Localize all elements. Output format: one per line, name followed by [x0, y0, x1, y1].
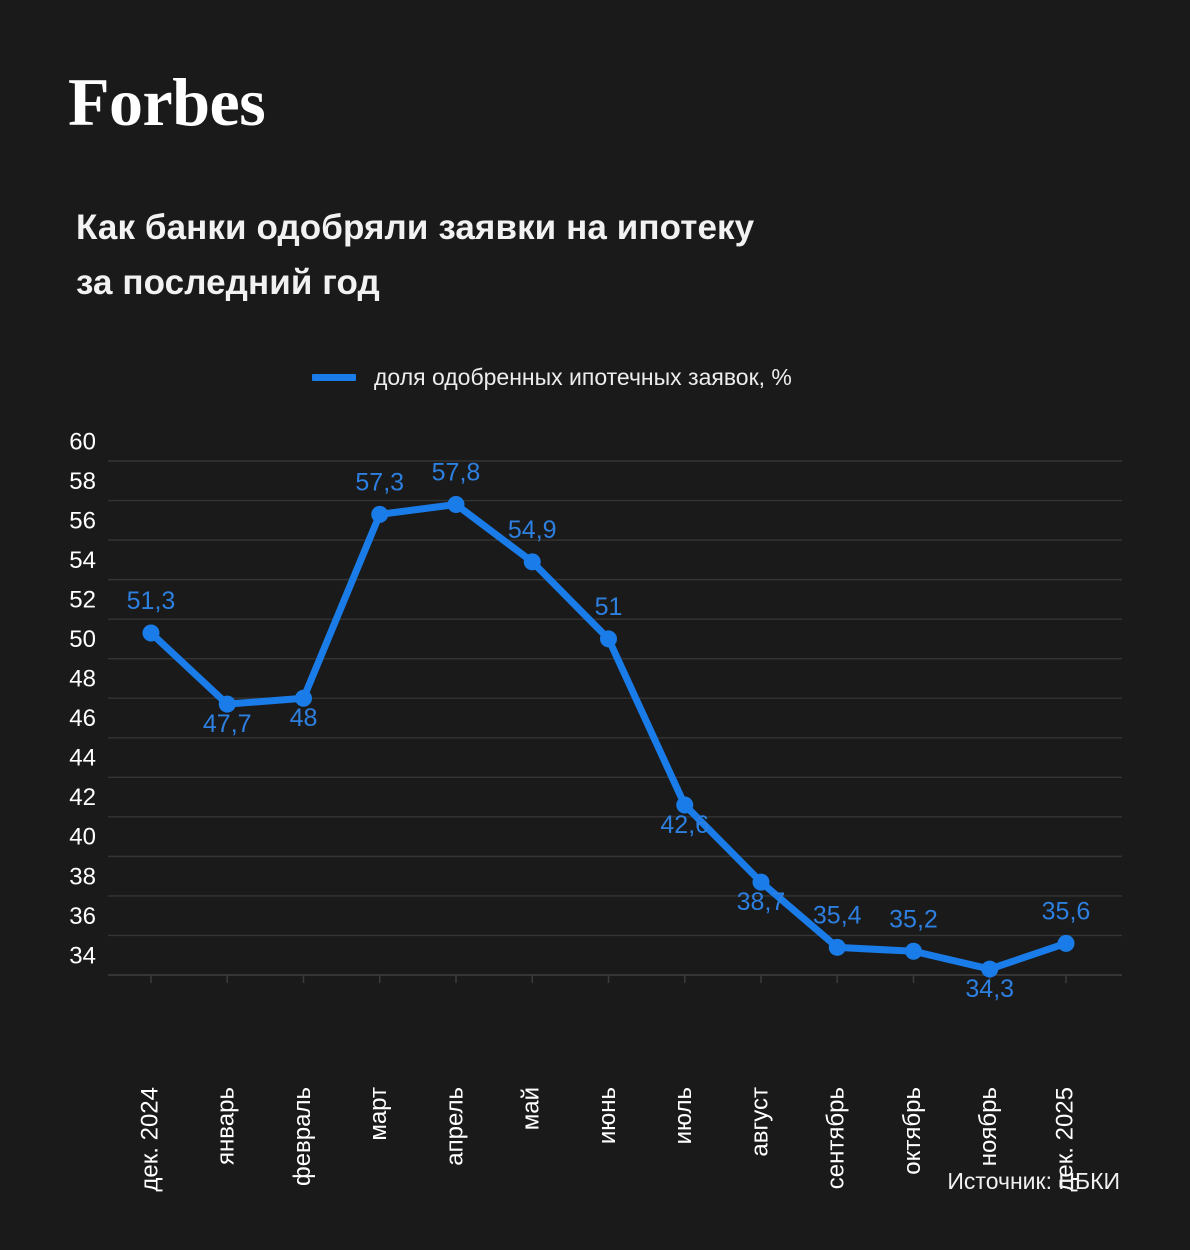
data-point-label: 54,9	[508, 516, 557, 544]
y-axis-tick-label: 44	[69, 745, 96, 772]
x-axis-tick-label: дек. 2025	[1051, 1087, 1078, 1192]
chart-series-points	[142, 495, 1075, 978]
data-point-label: 57,3	[355, 468, 404, 496]
y-axis-tick-label: 50	[69, 626, 96, 653]
x-axis-tick-label: июнь	[594, 1087, 621, 1144]
series-data-point[interactable]	[981, 960, 999, 978]
series-data-point[interactable]	[752, 873, 770, 891]
series-polyline	[147, 500, 1070, 973]
legend-swatch-icon	[312, 374, 356, 381]
data-point-label: 38,7	[737, 888, 786, 916]
y-axis-tick-label: 36	[69, 903, 96, 930]
series-data-point[interactable]	[295, 689, 312, 707]
y-axis-tick-label: 38	[69, 863, 96, 890]
y-axis-tick-label: 58	[69, 468, 96, 495]
chart-legend: доля одобренных ипотечных заявок, %	[312, 364, 792, 391]
chart-point-labels: 51,3 47,7 48 57,3 57,8 54,9 51 42,6 38,7 35,4 35,2…	[127, 458, 1091, 1003]
data-point-label: 34,3	[965, 975, 1014, 1003]
y-axis-tick-label: 34	[69, 942, 96, 969]
series-data-point[interactable]	[600, 630, 617, 648]
y-axis-tick-label: 56	[69, 507, 96, 534]
chart-series-line	[147, 500, 1070, 973]
series-data-point[interactable]	[218, 695, 236, 713]
x-axis-tick-label: октябрь	[899, 1087, 926, 1175]
x-axis-tick-label: сентябрь	[823, 1087, 850, 1189]
series-data-point[interactable]	[371, 505, 389, 523]
chart-x-axis-ticks	[150, 975, 1067, 983]
data-point-label: 57,8	[432, 458, 481, 486]
x-axis-tick-label: май	[518, 1087, 545, 1130]
series-data-point[interactable]	[1057, 934, 1075, 952]
chart-gridlines	[108, 460, 1122, 976]
page-title-line-2: за последний год	[76, 263, 380, 303]
data-point-label: 35,6	[1042, 897, 1091, 925]
y-axis-tick-label: 48	[69, 666, 96, 693]
y-axis-tick-label: 46	[69, 705, 96, 732]
series-data-point[interactable]	[905, 942, 922, 960]
x-axis-tick-label: август	[746, 1087, 773, 1157]
x-axis-tick-label: июль	[670, 1087, 697, 1144]
legend-item-label: доля одобренных ипотечных заявок, %	[374, 364, 792, 390]
x-axis-tick-label: январь	[213, 1087, 240, 1165]
series-data-point[interactable]	[828, 938, 846, 956]
y-axis-tick-label: 52	[69, 586, 96, 613]
y-axis-tick-label: 40	[69, 824, 96, 851]
series-data-point[interactable]	[142, 624, 160, 642]
page-title: Как банки одобряли заявки на ипотеку за …	[76, 200, 976, 311]
y-axis-tick-label: 60	[69, 428, 96, 455]
x-axis-tick-label: дек. 2024	[136, 1087, 163, 1192]
x-axis-tick-label: март	[365, 1087, 392, 1141]
data-point-label: 35,2	[889, 905, 938, 933]
data-point-label: 42,6	[660, 811, 709, 839]
data-point-label: 51	[595, 593, 623, 621]
x-axis-tick-label: ноябрь	[975, 1087, 1002, 1166]
x-axis-tick-label: февраль	[289, 1087, 316, 1186]
series-data-point[interactable]	[447, 495, 465, 513]
y-axis-tick-label: 54	[69, 547, 96, 574]
chart-x-axis-labels: дек. 2024 январь февраль март апрель май июнь и…	[136, 1087, 1078, 1192]
series-data-point[interactable]	[676, 796, 694, 814]
data-point-label: 51,3	[127, 587, 176, 615]
page-title-line-1: Как банки одобряли заявки на ипотеку	[76, 208, 755, 247]
chart-y-axis-labels: 60 58 56 54 52 50 48 46 44 42 40 38 36 34	[69, 428, 96, 969]
series-data-point[interactable]	[523, 553, 541, 571]
y-axis-tick-label: 42	[69, 784, 96, 811]
source-attribution: Источник: НБКИ	[947, 1168, 1120, 1194]
x-axis-tick-label: апрель	[441, 1087, 468, 1166]
data-point-label: 48	[290, 704, 318, 732]
data-point-label: 47,7	[203, 710, 252, 738]
data-point-label: 35,4	[813, 901, 862, 929]
forbes-logo: Forbes	[68, 64, 266, 140]
